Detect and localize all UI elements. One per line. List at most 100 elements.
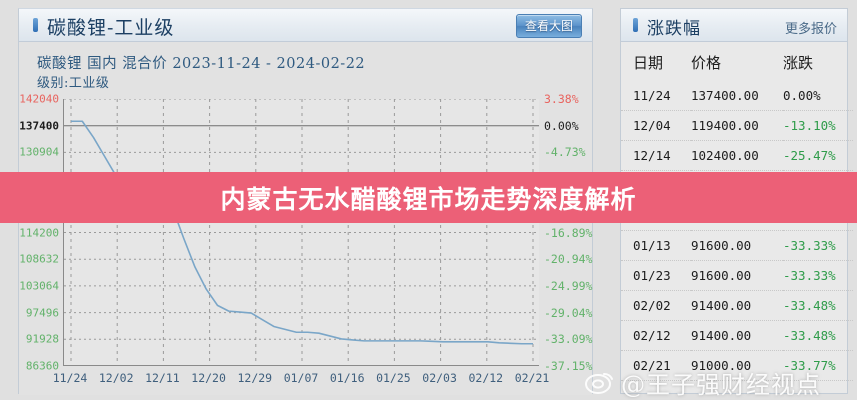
chart-title: 碳酸锂 国内 混合价 2023-11-24 - 2024-02-22 [37, 56, 366, 72]
y-axis-tick-label: 142040 [19, 92, 59, 106]
price-line-chart [64, 99, 539, 365]
cell-change: -29.11% [783, 170, 853, 201]
bullet-icon [33, 18, 38, 32]
y-axis-tick-label: 108632 [19, 252, 59, 266]
chart-card-title: 碳酸锂-工业级 [47, 17, 175, 39]
table-row: 11/24 137400.00 0.00% [621, 81, 853, 111]
table-header: 日期 价格 涨跌 [621, 42, 853, 81]
cell-date: 02/21 [621, 350, 691, 381]
secondary-y-axis-tick-label: -12.84% [544, 198, 593, 213]
y-axis-tick-label: 91928 [25, 332, 59, 346]
cell-date: 12/24 [621, 170, 691, 201]
x-axis-labels: 11/24 12/02 12/11 12/20 12/29 01/07 01/16 01/25… [53, 369, 550, 389]
x-axis-tick-label: 12/29 [237, 371, 273, 385]
secondary-y-axis-tick-label: -4.73% [544, 145, 586, 160]
table-row: 01/23 91600.00 -33.33% [621, 260, 853, 291]
cell-change: -33.48% [783, 290, 853, 321]
chart-plot-inner [64, 99, 539, 365]
x-axis-tick-label: 01/25 [376, 371, 411, 385]
x-axis-tick-label: 02/21 [514, 371, 550, 385]
chart-plot-area [63, 99, 539, 366]
view-large-image-button[interactable]: 查看大图 [515, 14, 582, 38]
cell-date: 02/02 [621, 290, 691, 321]
secondary-y-axis-tick-label: -8.78% [544, 172, 586, 187]
cell-change: -25.47% [783, 140, 853, 171]
cell-date: 01/23 [621, 260, 691, 291]
column-header-change: 涨跌 [783, 54, 814, 72]
x-axis-tick-label: 01/07 [283, 371, 319, 385]
cell-date: 01/13 [621, 230, 691, 261]
secondary-y-axis-tick-label: -37.15% [544, 359, 593, 373]
price-change-title: 涨跌幅 [647, 19, 701, 39]
cell-price: 91400.00 [691, 290, 783, 321]
cell-price: 137400.00 [691, 81, 783, 111]
bullet-icon [633, 18, 638, 32]
cell-date: 11/24 [621, 81, 691, 111]
cell-price: 119400.00 [691, 110, 783, 141]
y-axis-tick-label: 130904 [19, 145, 59, 159]
price-change-table: 日期 价格 涨跌 11/24 137400.00 0.00% 12/04 119400.… [621, 42, 853, 381]
cell-change: 0.00% [783, 81, 853, 111]
y-axis-tick-label: 119768 [19, 199, 59, 213]
secondary-y-axis-tick-label: -20.94% [544, 252, 593, 267]
secondary-y-axis-tick-label: 3.38% [544, 92, 579, 106]
price-change-body: 日期 价格 涨跌 11/24 137400.00 0.00% 12/04 119400.… [621, 42, 853, 381]
column-header-date: 日期 [633, 54, 664, 72]
cell-date: 01/03 [621, 200, 691, 231]
table-body: 11/24 137400.00 0.00% 12/04 119400.00 -13.10%… [621, 81, 853, 381]
table-row: 01/13 91600.00 -33.33% [621, 230, 853, 261]
cell-price: 91000.00 [691, 350, 783, 381]
table-header-row: 日期 价格 涨跌 [621, 42, 853, 81]
chart-subtitle: 级别:工业级 [37, 76, 110, 91]
more-quotes-link[interactable]: 更多报价 [784, 22, 837, 37]
cell-change: -33.33% [783, 230, 853, 261]
cell-change: -33.33% [783, 260, 853, 291]
cell-change: -33.48% [783, 320, 853, 351]
secondary-y-axis-tick-label: -33.09% [544, 332, 593, 347]
y-axis-tick-label: 86360 [25, 359, 59, 373]
cell-price: 91600.00 [691, 260, 783, 291]
x-axis-tick-label: 02/12 [468, 371, 504, 385]
x-axis-tick-label: 11/24 [52, 371, 88, 385]
cell-change: -13.10% [783, 110, 853, 141]
y-axis-tick-label: 97496 [25, 306, 59, 320]
secondary-y-axis-tick-label: -24.99% [544, 278, 593, 293]
y-axis-tick-label: 137400 [19, 119, 59, 133]
y-axis-tick-label: 114200 [19, 226, 59, 239]
x-axis-tick-label: 01/16 [329, 371, 365, 385]
cell-date: 12/04 [621, 110, 691, 141]
cell-change: -32.02% [783, 200, 853, 231]
table-row: 02/21 91000.00 -33.77% [621, 350, 853, 381]
cell-price: 93400.00 [691, 200, 783, 231]
table-row: 02/12 91400.00 -33.48% [621, 320, 853, 351]
y-axis-tick-label: 103064 [19, 279, 59, 293]
cell-price: 91600.00 [691, 230, 783, 261]
x-axis-tick-label: 12/02 [98, 371, 134, 385]
x-axis-tick-label: 12/11 [145, 371, 180, 385]
y-axis-labels: 142040 137400 130904 125336 119768 114200 1086… [19, 93, 63, 373]
price-change-header: 涨跌幅 更多报价 [621, 9, 847, 42]
secondary-y-axis-tick-label: -29.04% [544, 305, 593, 320]
x-axis-tick-label: 02/03 [422, 371, 457, 385]
secondary-y-axis-labels: 3.38% 0.00% -4.73% -8.78% -12.84% -16.89% -20.… [540, 92, 600, 373]
column-header-price: 价格 [691, 54, 722, 72]
table-row: 12/14 102400.00 -25.47% [621, 140, 853, 171]
price-change-card: 涨跌幅 更多报价 日期 价格 涨跌 11/24 137400.00 0.00% 12/… [620, 8, 853, 394]
cell-price: 91400.00 [691, 320, 783, 351]
cell-date: 02/12 [621, 320, 691, 351]
y-axis-tick-label: 125336 [19, 172, 59, 186]
secondary-y-axis-tick-label: 0.00% [544, 118, 579, 133]
x-axis-tick-label: 12/20 [191, 371, 226, 385]
cell-change: -33.77% [783, 350, 853, 381]
table-row: 12/04 119400.00 -13.10% [621, 110, 853, 141]
lithium-carbonate-chart-card: 碳酸锂-工业级 查看大图 碳酸锂 国内 混合价 2023-11-24 - 202… [18, 8, 593, 395]
secondary-y-axis-tick-label: -16.89% [544, 225, 593, 240]
cell-price: 97400.00 [691, 170, 783, 201]
chart-card-header: 碳酸锂-工业级 查看大图 [19, 9, 592, 42]
cell-date: 12/14 [621, 140, 691, 171]
cell-price: 102400.00 [691, 140, 783, 171]
chart-area: 碳酸锂 国内 混合价 2023-11-24 - 2024-02-22 级别:工业… [19, 42, 592, 395]
table-row: 12/24 97400.00 -29.11% [621, 170, 853, 201]
table-row: 01/03 93400.00 -32.02% [621, 200, 853, 231]
